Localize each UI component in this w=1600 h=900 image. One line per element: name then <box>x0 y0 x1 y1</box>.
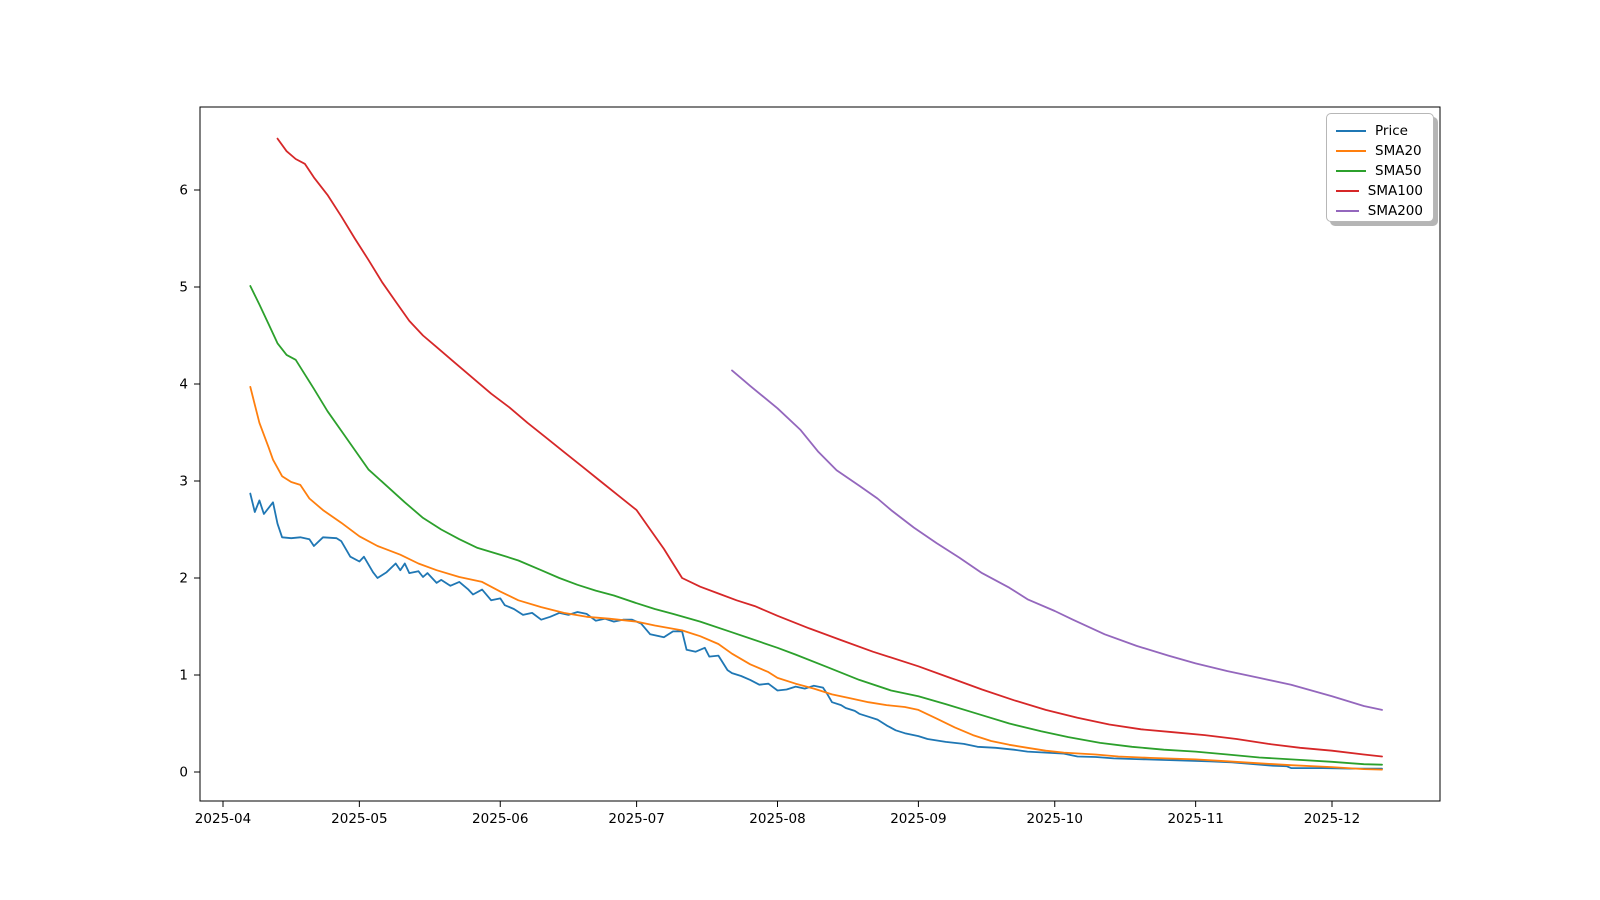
legend-line-swatch <box>1336 130 1366 132</box>
legend-item-sma100: SMA100 <box>1336 181 1423 201</box>
x-tick-label: 2025-10 <box>1027 811 1083 827</box>
x-tick-label: 2025-12 <box>1304 811 1360 827</box>
series-line-price <box>249 492 1383 770</box>
legend-line-swatch <box>1336 150 1366 152</box>
legend-item-sma200: SMA200 <box>1336 201 1423 221</box>
legend-label: SMA100 <box>1367 183 1423 199</box>
legend-label: Price <box>1375 123 1408 139</box>
series-line-sma50 <box>249 285 1383 766</box>
x-tick-label: 2025-08 <box>749 811 805 827</box>
x-tick-label: 2025-06 <box>472 811 528 827</box>
y-tick-label: 2 <box>179 571 188 587</box>
y-tick-label: 6 <box>179 183 188 199</box>
legend-label: SMA20 <box>1375 143 1422 159</box>
y-tick-label: 0 <box>179 765 188 781</box>
x-tick-label: 2025-09 <box>890 811 946 827</box>
legend-label: SMA200 <box>1367 203 1423 219</box>
legend-line-swatch <box>1336 190 1359 192</box>
legend-line-swatch <box>1336 210 1359 212</box>
legend-item-sma50: SMA50 <box>1336 161 1423 181</box>
x-tick-label: 2025-04 <box>195 811 251 827</box>
series-line-sma200 <box>731 369 1383 711</box>
series-line-sma100 <box>276 137 1383 758</box>
x-tick-label: 2025-11 <box>1167 811 1223 827</box>
x-tick-label: 2025-07 <box>608 811 664 827</box>
legend-line-swatch <box>1336 170 1366 172</box>
y-tick-label: 4 <box>179 377 188 393</box>
legend-item-sma20: SMA20 <box>1336 141 1423 161</box>
legend-item-price: Price <box>1336 121 1423 141</box>
legend[interactable]: Price SMA20 SMA50 SMA100 SMA200 <box>1326 113 1434 222</box>
y-tick-label: 5 <box>179 280 188 296</box>
legend-label: SMA50 <box>1375 163 1422 179</box>
series-line-sma20 <box>249 385 1383 771</box>
y-tick-label: 1 <box>179 668 188 684</box>
y-tick-label: 3 <box>179 474 188 490</box>
x-tick-label: 2025-05 <box>331 811 387 827</box>
